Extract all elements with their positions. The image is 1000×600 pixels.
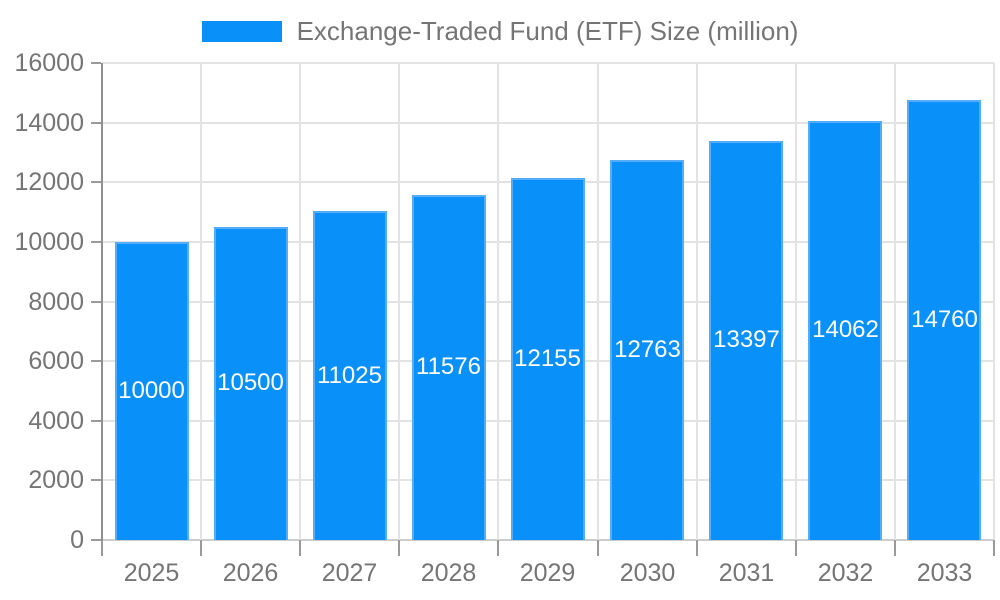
bar[interactable] (115, 241, 189, 540)
y-axis-tick-label: 0 (70, 526, 84, 554)
x-axis-tick (695, 540, 698, 556)
x-axis-tick-label: 2029 (519, 559, 576, 587)
x-axis-tick (200, 540, 203, 556)
bar[interactable] (709, 140, 783, 540)
bar-value-label: 12763 (614, 336, 681, 363)
legend-swatch-icon (201, 20, 282, 42)
y-axis-tick (91, 419, 101, 422)
y-axis-tick-label: 16000 (14, 49, 84, 77)
x-axis-tick-label: 2026 (222, 559, 279, 587)
bar-value-label: 14760 (911, 306, 978, 333)
gridline-vertical (993, 63, 995, 540)
x-axis-tick (497, 540, 500, 556)
x-axis-tick-label: 2032 (817, 559, 874, 587)
bar-value-label: 13397 (713, 326, 780, 353)
gridline-vertical (596, 63, 599, 540)
bar[interactable] (313, 211, 387, 540)
x-axis-tick-label: 2025 (123, 559, 180, 587)
bar[interactable] (610, 159, 684, 540)
x-axis-tick (398, 540, 401, 556)
y-axis-tick (91, 360, 101, 363)
gridline-vertical (299, 63, 302, 540)
bar[interactable] (412, 194, 486, 540)
x-axis-tick-label: 2031 (718, 559, 775, 587)
x-axis-tick (893, 540, 896, 556)
y-axis-tick (91, 479, 101, 482)
x-axis-tick-label: 2033 (916, 559, 973, 587)
x-axis-tick (596, 540, 599, 556)
gridline-vertical (695, 63, 698, 540)
y-axis-tick (91, 121, 101, 124)
bar-value-label: 14062 (812, 316, 879, 343)
bar[interactable] (808, 120, 882, 540)
bar[interactable] (511, 177, 585, 540)
bar-value-label: 11576 (416, 353, 481, 380)
y-axis-tick (91, 181, 101, 184)
x-axis-tick-label: 2028 (420, 559, 477, 587)
y-axis-tick (91, 240, 101, 243)
x-axis-tick (794, 540, 797, 556)
x-axis-tick-label: 2030 (619, 559, 676, 587)
bar-value-label: 10500 (217, 369, 284, 396)
y-axis-tick-label: 12000 (14, 168, 84, 197)
bar[interactable] (214, 227, 288, 540)
gridline-vertical (893, 63, 896, 540)
y-axis-tick (91, 62, 101, 64)
bar-value-label: 12155 (514, 345, 581, 372)
y-axis-tick (91, 539, 101, 541)
y-axis-tick (91, 300, 101, 303)
x-axis-tick (993, 540, 995, 556)
y-axis-tick-label: 14000 (14, 108, 84, 137)
bar[interactable] (907, 100, 981, 540)
gridline-horizontal (102, 121, 994, 124)
x-axis-tick (299, 540, 302, 556)
gridline-vertical (200, 63, 203, 540)
y-axis-tick-label: 2000 (28, 466, 84, 495)
gridline-horizontal (102, 62, 994, 64)
legend[interactable]: Exchange-Traded Fund (ETF) Size (million… (0, 14, 1000, 48)
legend-label: Exchange-Traded Fund (ETF) Size (million… (296, 16, 799, 46)
y-axis-tick-label: 8000 (28, 287, 84, 316)
bar-value-label: 11025 (317, 362, 382, 389)
y-axis-tick-label: 4000 (28, 406, 84, 435)
y-axis-tick-label: 10000 (14, 227, 84, 256)
x-axis-baseline (102, 539, 994, 541)
gridline-vertical (497, 63, 500, 540)
gridline-vertical (398, 63, 401, 540)
x-axis-tick-label: 2027 (321, 559, 378, 587)
y-axis-tick-label: 6000 (28, 347, 84, 376)
x-axis-tick (101, 540, 103, 556)
gridline-vertical (794, 63, 797, 540)
y-axis-line (101, 63, 103, 556)
bar-value-label: 10000 (118, 377, 185, 404)
